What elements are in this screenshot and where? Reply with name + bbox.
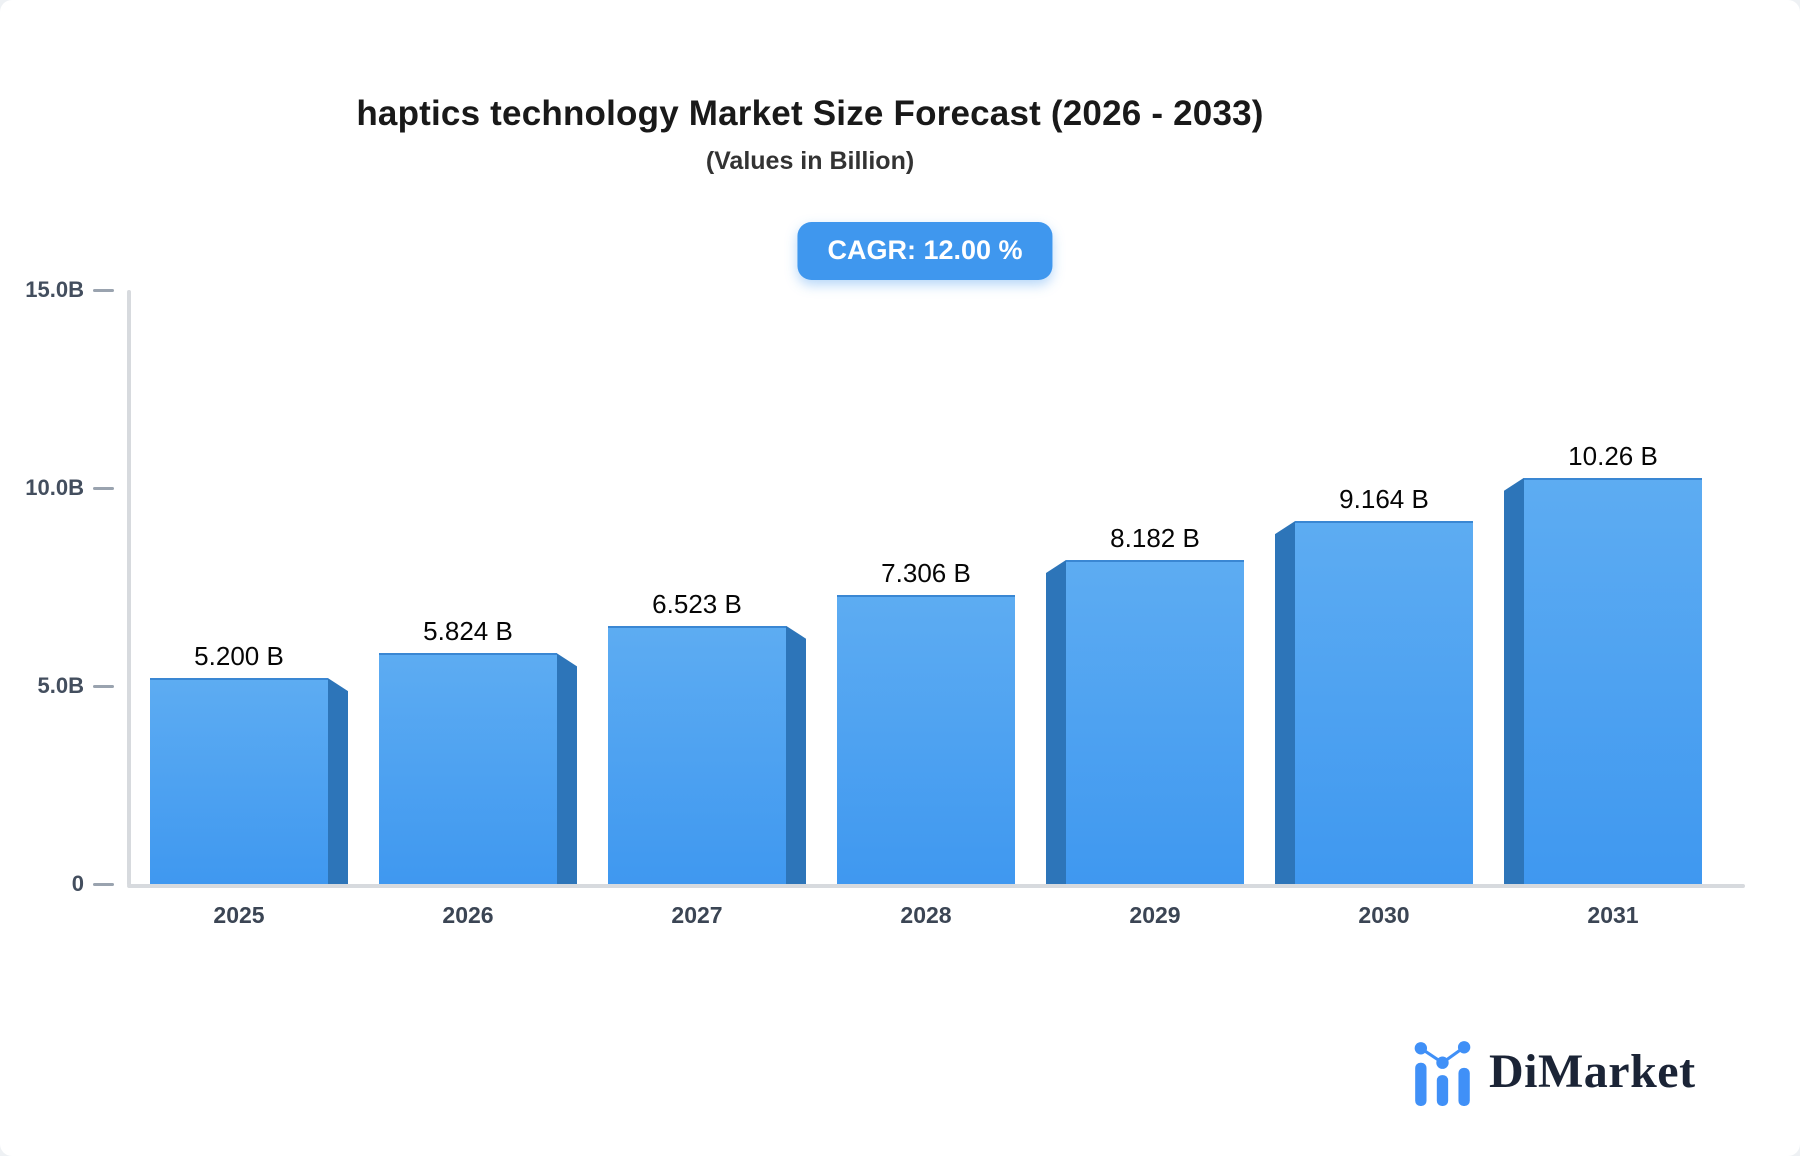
- y-axis-tick-mark: [93, 486, 114, 490]
- bar-value-label: 8.182 B: [1110, 522, 1200, 553]
- bar-value-label: 10.26 B: [1568, 440, 1658, 471]
- bar[interactable]: [379, 653, 557, 884]
- x-axis-label: 2026: [442, 902, 494, 928]
- x-axis-label: 2030: [1358, 902, 1410, 928]
- x-axis-label: 2025: [213, 902, 265, 928]
- bar-value-label: 7.306 B: [881, 557, 971, 588]
- bar[interactable]: [1295, 521, 1473, 884]
- bar-side-face: [786, 625, 806, 884]
- y-axis-tick-mark: [93, 288, 114, 292]
- bar[interactable]: [837, 594, 1015, 884]
- bar-value-label: 5.200 B: [194, 641, 284, 672]
- bar-side-face: [1504, 477, 1524, 884]
- bar-value-label: 9.164 B: [1339, 484, 1429, 515]
- bar-side-face: [1046, 559, 1066, 884]
- cagr-badge: CAGR: 12.00 %: [797, 222, 1053, 280]
- brand-logo: DiMarket: [1412, 1038, 1696, 1106]
- brand-name: DiMarket: [1489, 1045, 1696, 1098]
- bar-side-face: [328, 678, 348, 884]
- chart-subtitle: (Values in Billion): [705, 147, 915, 175]
- x-axis-line: [127, 884, 1745, 888]
- y-axis-tick-label: 0: [71, 871, 84, 896]
- y-axis-tick-label: 15.0B: [25, 277, 84, 302]
- y-axis-tick-label: 5.0B: [37, 673, 84, 698]
- x-axis-label: 2029: [1129, 902, 1181, 928]
- x-axis-label: 2027: [671, 902, 723, 928]
- bar-value-label: 6.523 B: [652, 588, 742, 619]
- bar-value-label: 5.824 B: [423, 616, 513, 647]
- bar[interactable]: [1524, 477, 1702, 884]
- y-axis-tick-mark: [93, 882, 114, 886]
- y-axis-tick-mark: [93, 684, 114, 688]
- bar[interactable]: [1066, 559, 1244, 884]
- bar[interactable]: [150, 678, 328, 884]
- bar-side-face: [557, 653, 577, 884]
- x-axis-label: 2031: [1587, 902, 1639, 928]
- y-axis-tick-label: 10.0B: [25, 475, 84, 500]
- bar-side-face: [1275, 521, 1295, 884]
- bar[interactable]: [608, 625, 786, 884]
- bar-chart-logo-icon: [1412, 1038, 1474, 1106]
- y-axis-line: [127, 290, 131, 886]
- chart-title: haptics technology Market Size Forecast …: [356, 94, 1264, 133]
- x-axis-label: 2028: [900, 902, 952, 928]
